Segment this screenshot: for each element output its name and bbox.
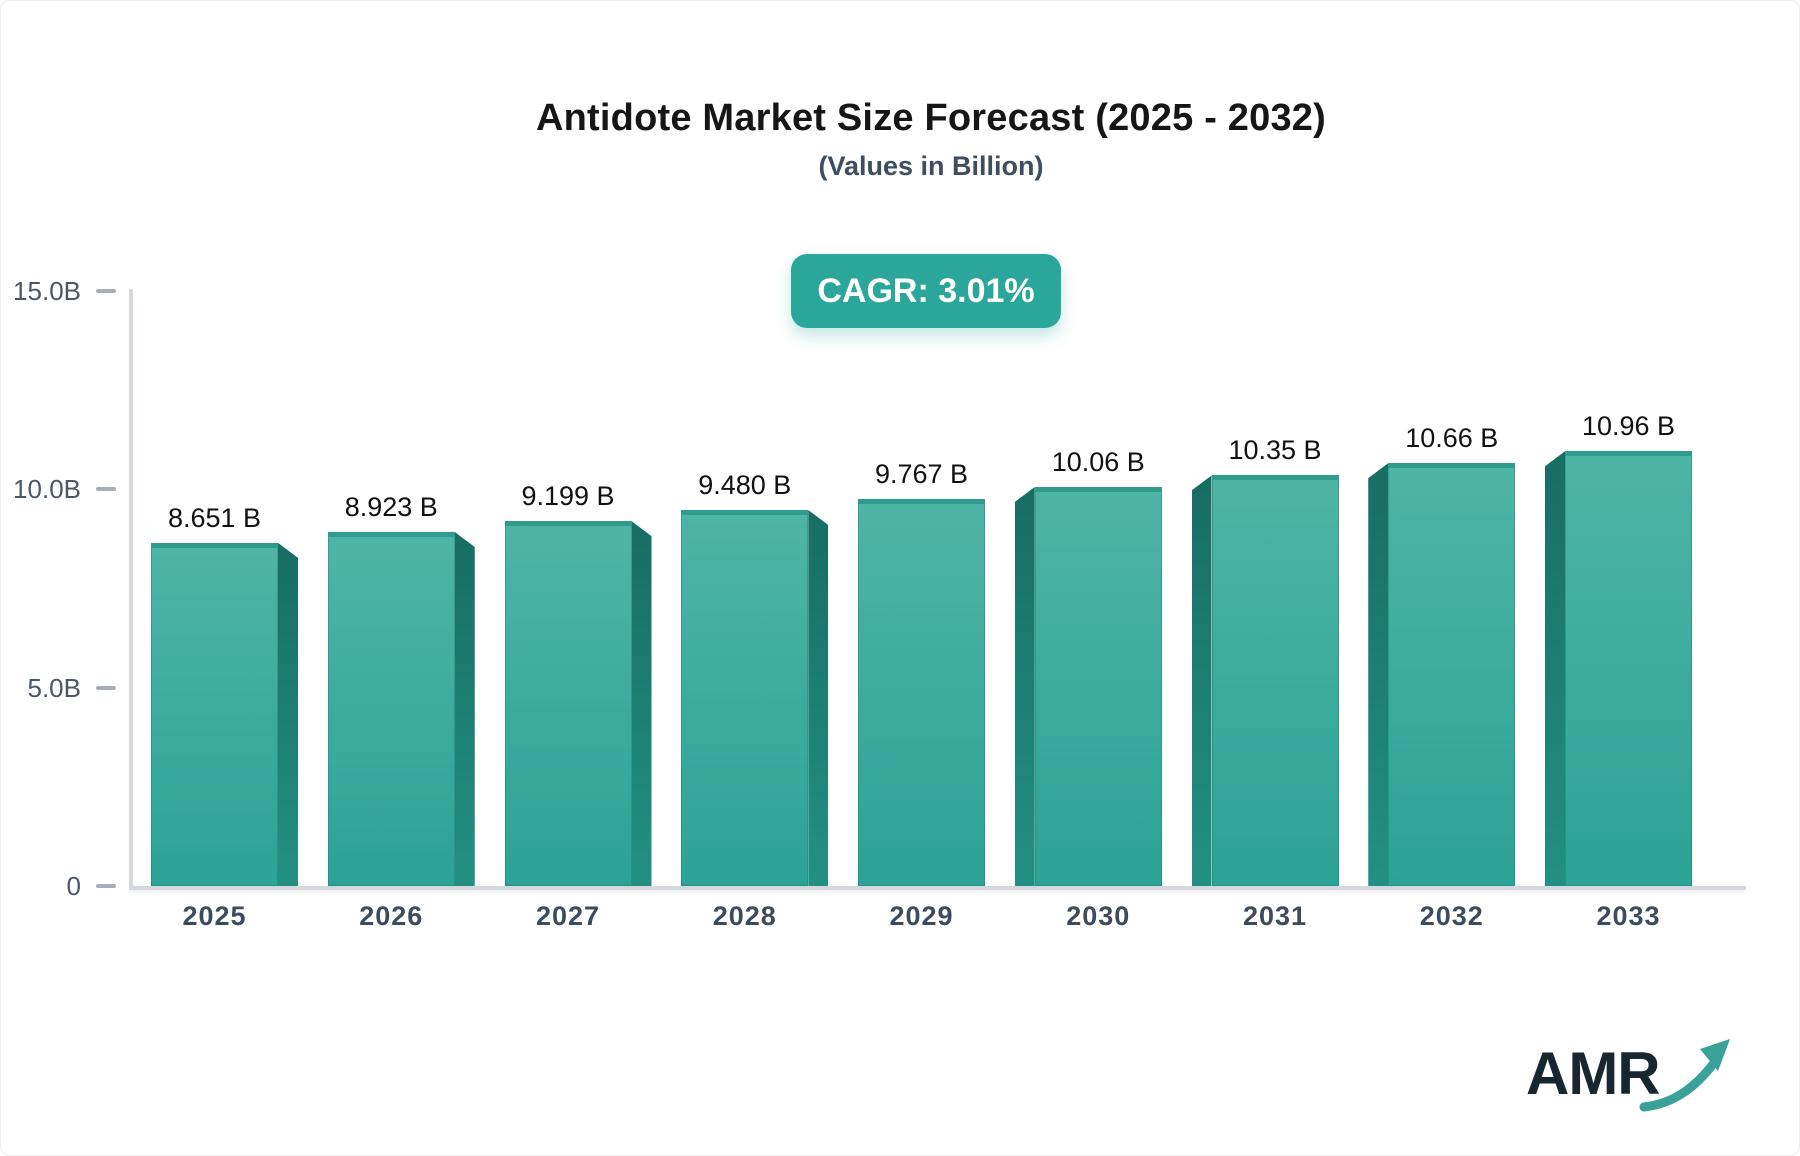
y-tick-dash <box>96 884 116 888</box>
bar-value-label: 10.35 B <box>1228 435 1322 466</box>
y-tick-label: 10.0B <box>13 474 81 505</box>
bar-top-edge <box>681 509 809 515</box>
cagr-badge: CAGR: 3.01% <box>791 254 1061 328</box>
bar-2032 <box>1388 463 1516 886</box>
x-axis-label: 2029 <box>889 901 954 931</box>
amr-logo: AMR <box>1526 1031 1730 1121</box>
bar-side-face <box>1368 463 1389 886</box>
bar-top-edge <box>1388 463 1516 469</box>
bar-2029 <box>858 498 985 886</box>
trending-up-arrow-icon <box>1639 1039 1730 1112</box>
bar-value-label: 8.651 B <box>167 502 262 533</box>
bar-side-face <box>1545 451 1565 886</box>
x-axis-label: 2027 <box>535 901 601 931</box>
x-axis-label: 2028 <box>712 901 777 931</box>
y-tick-label: 5.0B <box>27 672 82 703</box>
bar-side-face <box>1014 486 1035 886</box>
x-axis-label: 2031 <box>1242 901 1308 931</box>
bar-2031 <box>1211 475 1339 886</box>
bar-2025 <box>151 542 278 886</box>
bar-value-label: 10.96 B <box>1581 411 1676 442</box>
chart-title: Antidote Market Size Forecast (2025 - 20… <box>536 97 1326 139</box>
bar-2030 <box>1034 486 1162 886</box>
bar-side-face <box>631 521 652 886</box>
y-tick-label: 15.0B <box>13 276 81 306</box>
bar-top-edge <box>504 521 632 527</box>
bar-side-face <box>808 509 829 886</box>
bar-value-label: 8.923 B <box>344 492 438 523</box>
x-axis-label: 2032 <box>1419 901 1484 931</box>
bar-value-label: 10.06 B <box>1051 446 1145 477</box>
x-axis-line <box>129 886 1746 890</box>
bar-top-edge <box>1211 475 1339 481</box>
bar-top-edge <box>327 532 455 538</box>
bar-2026 <box>327 532 455 886</box>
bar-value-label: 9.199 B <box>521 481 615 512</box>
bar-top-edge <box>151 542 278 548</box>
x-axis-label: 2033 <box>1596 901 1661 931</box>
y-tick-dash <box>96 289 116 293</box>
bar-side-face <box>454 532 475 886</box>
bar-value-label: 9.767 B <box>874 458 969 489</box>
bar-top-edge <box>1034 486 1162 492</box>
y-tick-dash <box>96 685 116 690</box>
bar-side-face <box>1191 475 1212 886</box>
bar-2033 <box>1565 451 1692 886</box>
bar-side-face <box>278 542 298 886</box>
y-tick-dash <box>96 487 116 492</box>
x-axis-label: 2026 <box>359 901 424 931</box>
amr-logo-text: AMR <box>1526 1040 1661 1107</box>
x-axis-label: 2030 <box>1066 901 1131 931</box>
bar-2028 <box>681 509 809 886</box>
bar-top-edge <box>1565 451 1692 457</box>
chart-subtitle: (Values in Billion) <box>818 151 1044 181</box>
x-axis-label: 2025 <box>182 901 247 931</box>
bar-value-label: 10.66 B <box>1405 423 1499 454</box>
y-tick-label: 0 <box>66 871 81 901</box>
bar-2027 <box>504 521 632 886</box>
y-axis-line <box>129 289 133 890</box>
bar-value-label: 9.480 B <box>698 469 792 500</box>
bar-top-edge <box>858 498 985 504</box>
